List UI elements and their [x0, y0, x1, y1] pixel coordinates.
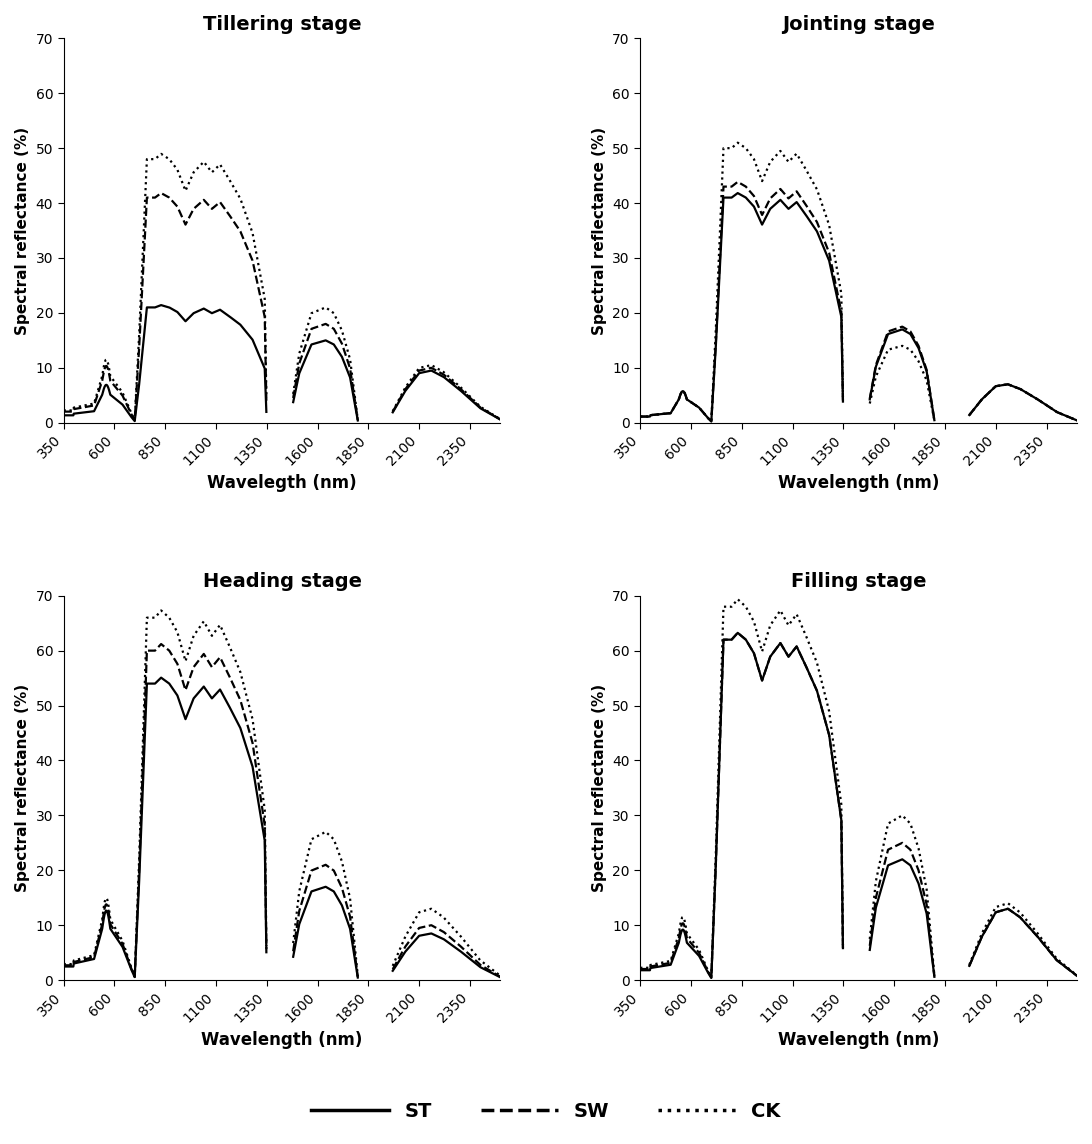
Legend: ST, SW, CK: ST, SW, CK: [304, 1094, 788, 1129]
X-axis label: Wavelength (nm): Wavelength (nm): [778, 1031, 939, 1049]
Title: Jointing stage: Jointing stage: [782, 15, 935, 34]
X-axis label: Wavelength (nm): Wavelength (nm): [778, 474, 939, 492]
Title: Tillering stage: Tillering stage: [203, 15, 361, 34]
Y-axis label: Spectral reflectance (%): Spectral reflectance (%): [592, 684, 606, 892]
X-axis label: Wavelength (nm): Wavelength (nm): [201, 1031, 363, 1049]
X-axis label: Wavelegth (nm): Wavelegth (nm): [207, 474, 357, 492]
Y-axis label: Spectral reflectance (%): Spectral reflectance (%): [15, 684, 29, 892]
Y-axis label: Spectral reflectance (%): Spectral reflectance (%): [15, 127, 29, 334]
Title: Heading stage: Heading stage: [202, 572, 361, 591]
Title: Filling stage: Filling stage: [791, 572, 926, 591]
Y-axis label: Spectral reflectance (%): Spectral reflectance (%): [592, 127, 606, 334]
